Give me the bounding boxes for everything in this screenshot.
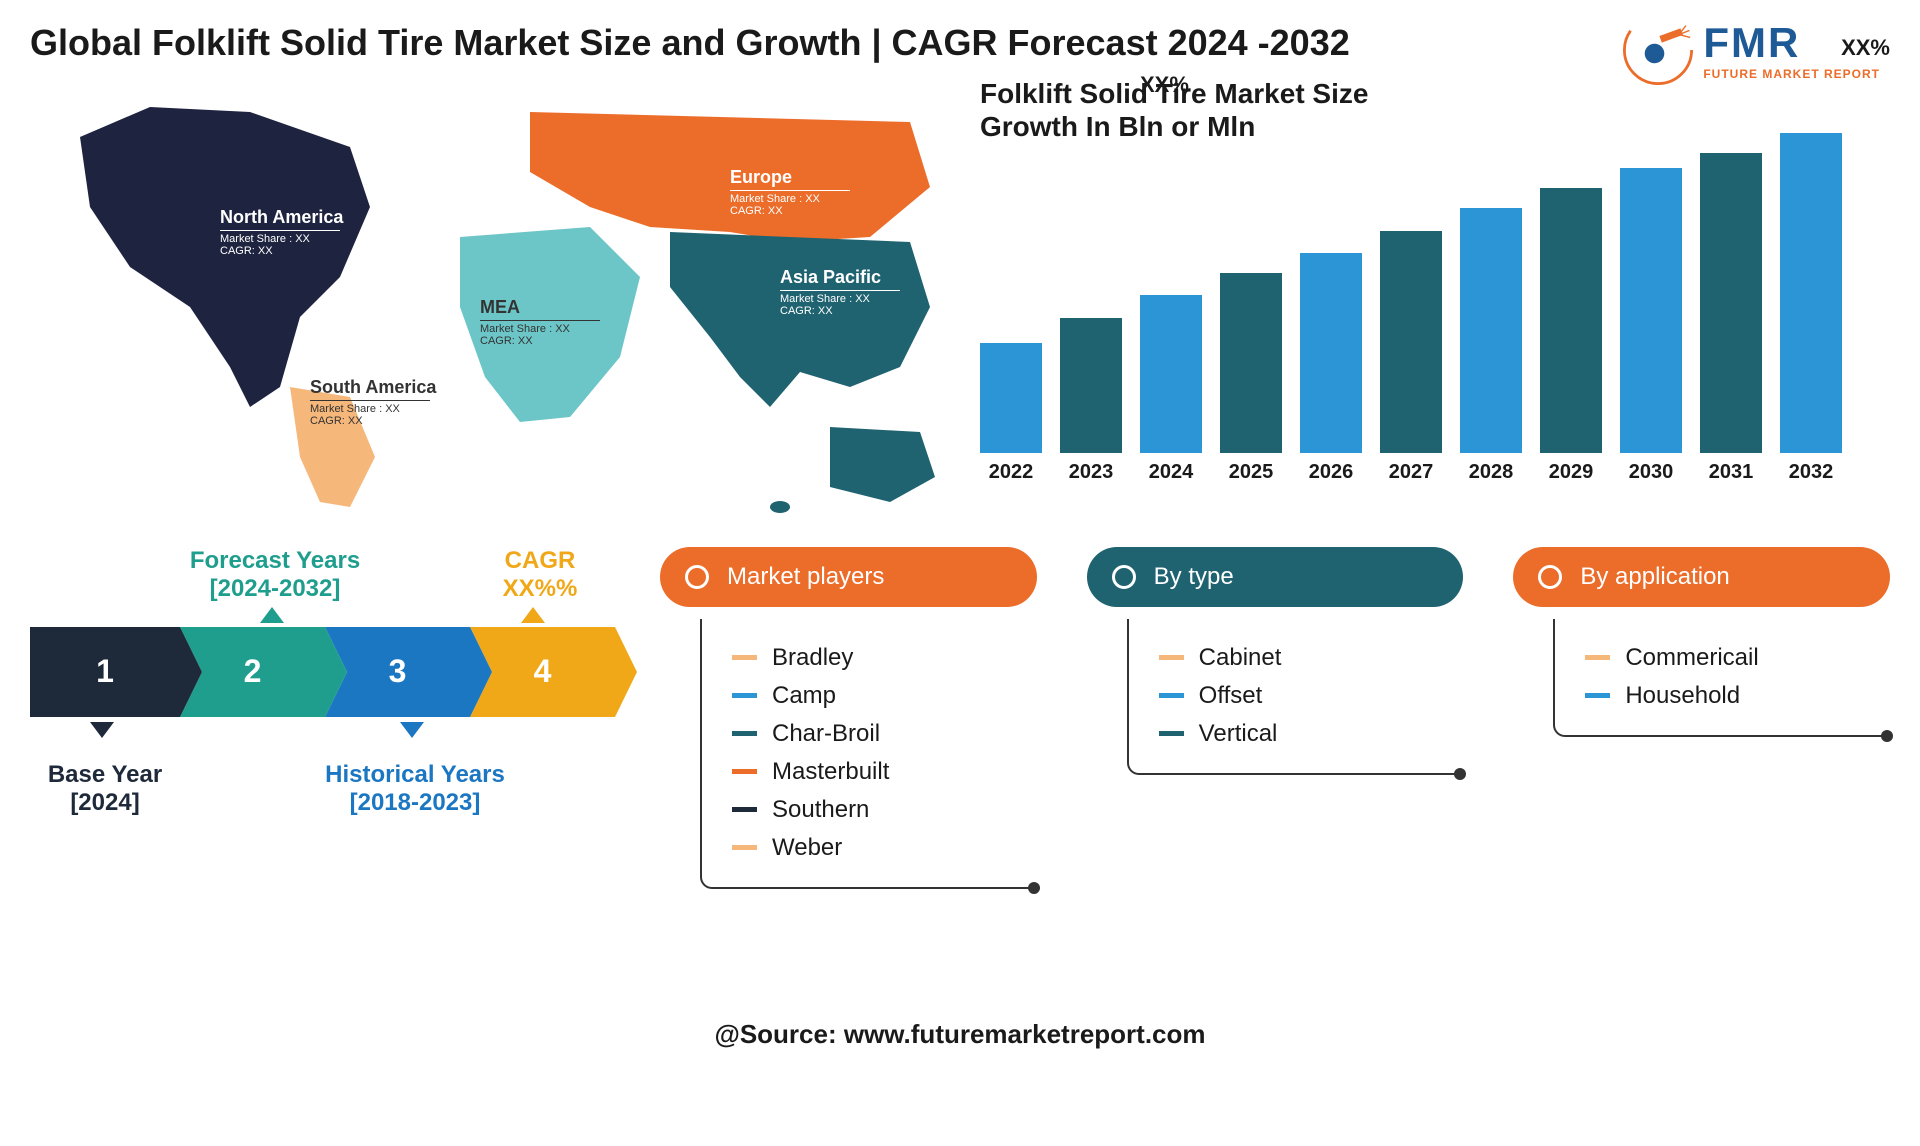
pill-column-market-players: Market players Bradley Camp Char-Broil Maste…	[660, 547, 1037, 889]
bar-col-2024: 2024	[1140, 295, 1202, 484]
color-dash-icon	[1159, 731, 1184, 736]
region-label-europe: EuropeMarket Share : XXCAGR: XX	[730, 167, 850, 217]
color-dash-icon	[732, 769, 757, 774]
bar-year-label: 2027	[1389, 461, 1434, 484]
list-item-label: Commericail	[1625, 644, 1758, 672]
list-item: Offset	[1159, 682, 1464, 710]
list-item-label: Bradley	[772, 644, 853, 672]
bar-col-2030: 2030	[1620, 168, 1682, 484]
bar-2024	[1140, 295, 1202, 453]
color-dash-icon	[1585, 693, 1610, 698]
bar-col-2026: 2026	[1300, 253, 1362, 484]
color-dash-icon	[732, 693, 757, 698]
region-label-north-america: North AmericaMarket Share : XXCAGR: XX	[220, 207, 343, 257]
bar-col-2027: 2027	[1380, 231, 1442, 484]
color-dash-icon	[732, 845, 757, 850]
source-attribution: @Source: www.futuremarketreport.com	[30, 1019, 1890, 1050]
bar-2028	[1460, 208, 1522, 453]
region-label-south-america: South AmericaMarket Share : XXCAGR: XX	[310, 377, 436, 427]
forecast-years-label: Forecast Years[2024-2032]	[180, 547, 370, 603]
list-item: Masterbuilt	[732, 758, 1037, 786]
bar-2026	[1300, 253, 1362, 453]
color-dash-icon	[1159, 655, 1184, 660]
bar-year-label: 2023	[1069, 461, 1114, 484]
bar-2029	[1540, 188, 1602, 453]
world-map: North AmericaMarket Share : XXCAGR: XX So…	[30, 77, 950, 517]
list-item-label: Household	[1625, 682, 1740, 710]
list-item: Cabinet	[1159, 644, 1464, 672]
cagr-label: CAGRXX%%	[480, 547, 600, 603]
list-item-label: Southern	[772, 796, 869, 824]
telescope-icon	[1623, 15, 1693, 85]
list-item: Char-Broil	[732, 720, 1037, 748]
historical-years-label: Historical Years[2018-2023]	[310, 761, 520, 817]
bar-year-label: 2026	[1309, 461, 1354, 484]
list-item: Southern	[732, 796, 1037, 824]
bar-2023	[1060, 318, 1122, 453]
list-item: Household	[1585, 682, 1890, 710]
bar-2032	[1780, 133, 1842, 453]
triangle-down-icon	[400, 722, 424, 738]
bar-col-2028: 2028	[1460, 208, 1522, 484]
bar-2025	[1220, 273, 1282, 453]
bar-year-label: 2022	[989, 461, 1034, 484]
pill-column-by-application: By application Commericail Household	[1513, 547, 1890, 889]
list-item-label: Camp	[772, 682, 836, 710]
pill-list: Cabinet Offset Vertical	[1127, 619, 1464, 775]
arrow-segments: 1234	[30, 627, 620, 717]
list-item: Weber	[732, 834, 1037, 862]
pill-header: By type	[1087, 547, 1464, 607]
timeline-infographic: Forecast Years[2024-2032] CAGRXX%% 1234 …	[30, 547, 620, 717]
bar-year-label: 2025	[1229, 461, 1274, 484]
growth-bar-chart: Folklift Solid Tire Market Size Growth I…	[980, 77, 1890, 517]
pct-label-2024: XX%	[1140, 72, 1189, 98]
list-item: Bradley	[732, 644, 1037, 672]
bar-year-label: 2029	[1549, 461, 1594, 484]
pill-column-by-type: By type Cabinet Offset Vertical	[1087, 547, 1464, 889]
bar-col-2022: 2022	[980, 343, 1042, 484]
category-pills: Market players Bradley Camp Char-Broil Maste…	[660, 547, 1890, 889]
color-dash-icon	[1159, 693, 1184, 698]
triangle-down-icon	[90, 722, 114, 738]
page-title: Global Folklift Solid Tire Market Size a…	[30, 20, 1430, 67]
bar-2022	[980, 343, 1042, 453]
list-item: Vertical	[1159, 720, 1464, 748]
pill-list: Bradley Camp Char-Broil Masterbuilt Southern…	[700, 619, 1037, 889]
color-dash-icon	[732, 731, 757, 736]
color-dash-icon	[1585, 655, 1610, 660]
bar-2027	[1380, 231, 1442, 453]
bar-2031	[1700, 153, 1762, 453]
list-item: Commericail	[1585, 644, 1890, 672]
list-item-label: Offset	[1199, 682, 1263, 710]
bar-col-2023: 2023	[1060, 318, 1122, 484]
triangle-up-icon	[260, 607, 284, 623]
bar-col-2031: 2031	[1700, 153, 1762, 484]
list-item-label: Cabinet	[1199, 644, 1282, 672]
bar-year-label: 2028	[1469, 461, 1514, 484]
pct-label-2032: XX%	[1841, 35, 1890, 61]
region-label-asia-pacific: Asia PacificMarket Share : XXCAGR: XX	[780, 267, 900, 317]
color-dash-icon	[732, 655, 757, 660]
bar-year-label: 2031	[1709, 461, 1754, 484]
bar-col-2032: 2032	[1780, 133, 1842, 484]
arrow-segment-1: 1	[30, 627, 180, 717]
bar-col-2029: 2029	[1540, 188, 1602, 484]
base-year-label: Base Year[2024]	[30, 761, 180, 817]
pill-header: Market players	[660, 547, 1037, 607]
list-item-label: Weber	[772, 834, 842, 862]
bar-year-label: 2032	[1789, 461, 1834, 484]
bar-col-2025: 2025	[1220, 273, 1282, 484]
list-item: Camp	[732, 682, 1037, 710]
bar-year-label: 2030	[1629, 461, 1674, 484]
pill-list: Commericail Household	[1553, 619, 1890, 737]
list-item-label: Vertical	[1199, 720, 1278, 748]
pill-header: By application	[1513, 547, 1890, 607]
region-label-mea: MEAMarket Share : XXCAGR: XX	[480, 297, 600, 347]
triangle-up-icon	[521, 607, 545, 623]
bar-2030	[1620, 168, 1682, 453]
bar-year-label: 2024	[1149, 461, 1194, 484]
list-item-label: Masterbuilt	[772, 758, 889, 786]
color-dash-icon	[732, 807, 757, 812]
list-item-label: Char-Broil	[772, 720, 880, 748]
